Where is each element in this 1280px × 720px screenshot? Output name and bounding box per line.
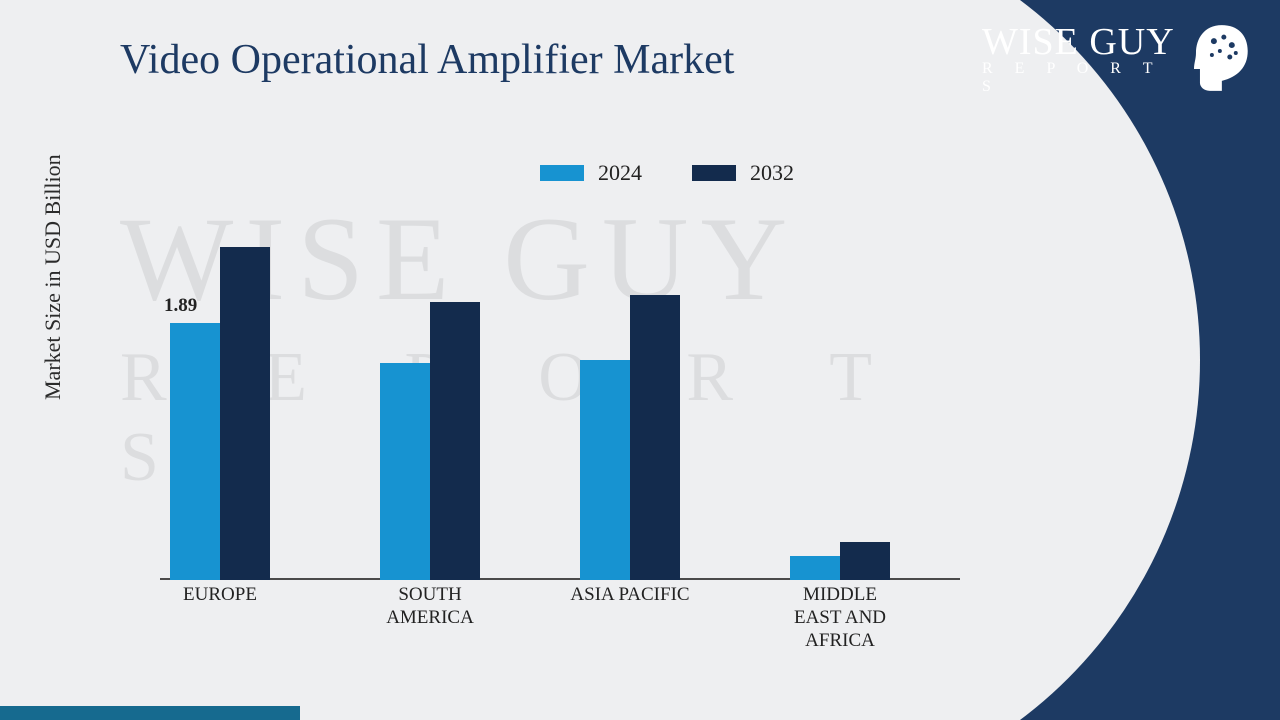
chart-title: Video Operational Amplifier Market	[120, 36, 734, 84]
bar-2032	[630, 295, 680, 580]
bar-2032	[840, 542, 890, 580]
brand-logo: WISE GUY R E P O R T S	[982, 20, 1252, 96]
legend-swatch-2032	[692, 165, 736, 181]
bar-2024	[170, 323, 220, 580]
bar-value-label: 1.89	[164, 295, 197, 317]
x-axis-label: EUROPE	[160, 584, 280, 607]
bar-chart: Market Size in USD Billion 2024 2032 1.8…	[60, 160, 960, 680]
legend-swatch-2024	[540, 165, 584, 181]
legend-item-2032: 2032	[692, 160, 794, 186]
bar-2032	[430, 302, 480, 580]
brand-line1: WISE GUY	[982, 20, 1184, 64]
bar-2024	[580, 360, 630, 580]
x-axis-label: SOUTH AMERICA	[370, 584, 490, 630]
y-axis-label: Market Size in USD Billion	[40, 154, 66, 400]
bar-2024	[380, 363, 430, 580]
plot-area: 1.89	[160, 200, 960, 580]
head-icon	[1192, 23, 1252, 93]
accent-bar	[0, 706, 300, 720]
bar-2032	[220, 247, 270, 580]
x-axis-label: MIDDLE EAST AND AFRICA	[780, 584, 900, 652]
bar-group	[790, 542, 890, 580]
brand-line2: R E P O R T S	[982, 60, 1184, 96]
canvas: WISE GUY R E P O R T S Video Operational…	[0, 0, 1280, 720]
bar-group	[580, 295, 680, 580]
bar-2024	[790, 556, 840, 580]
brand-text: WISE GUY R E P O R T S	[982, 20, 1184, 96]
legend: 2024 2032	[540, 160, 794, 186]
x-axis-label: ASIA PACIFIC	[570, 584, 690, 607]
legend-item-2024: 2024	[540, 160, 642, 186]
legend-label-2024: 2024	[598, 160, 642, 186]
legend-label-2032: 2032	[750, 160, 794, 186]
bar-group	[380, 302, 480, 580]
